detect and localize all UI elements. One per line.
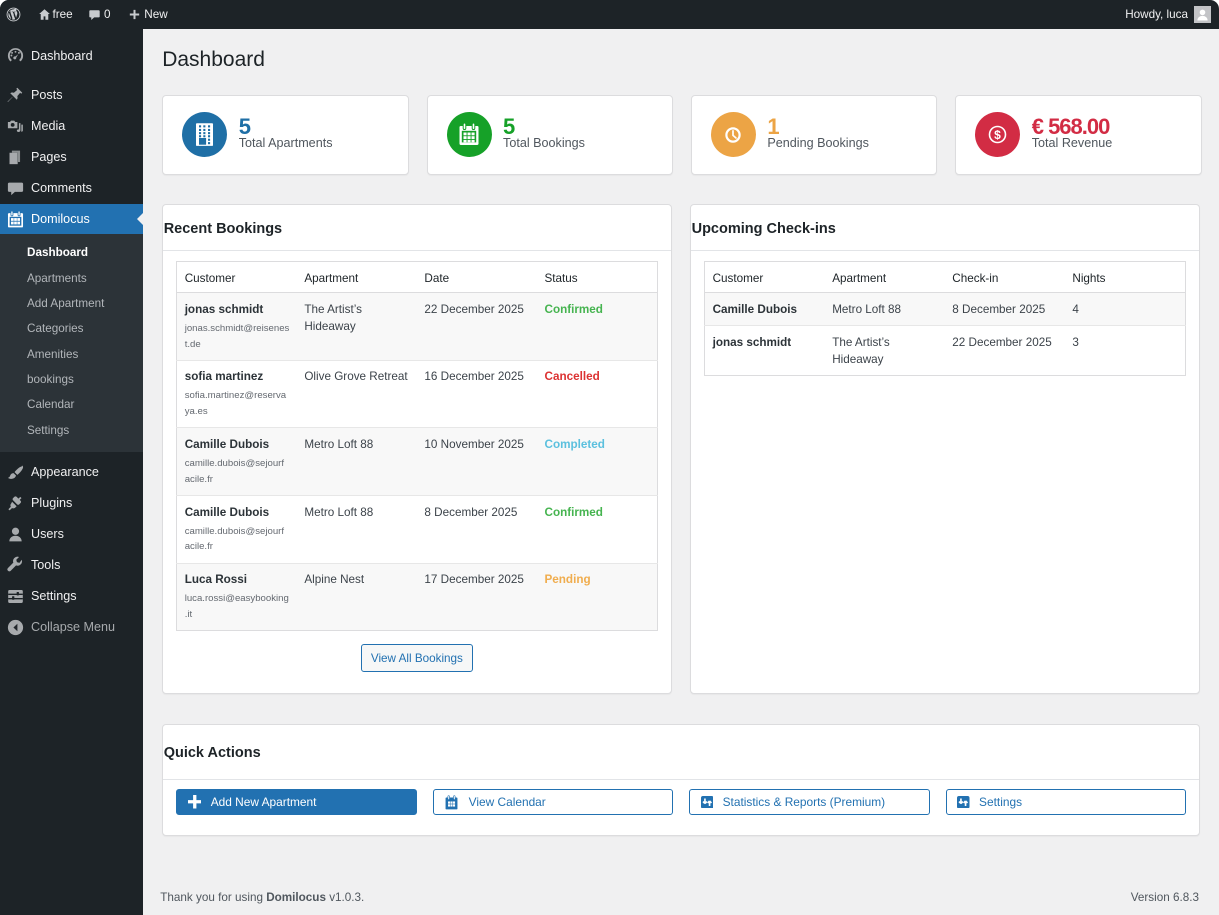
svg-text:$: $ — [994, 128, 1001, 142]
